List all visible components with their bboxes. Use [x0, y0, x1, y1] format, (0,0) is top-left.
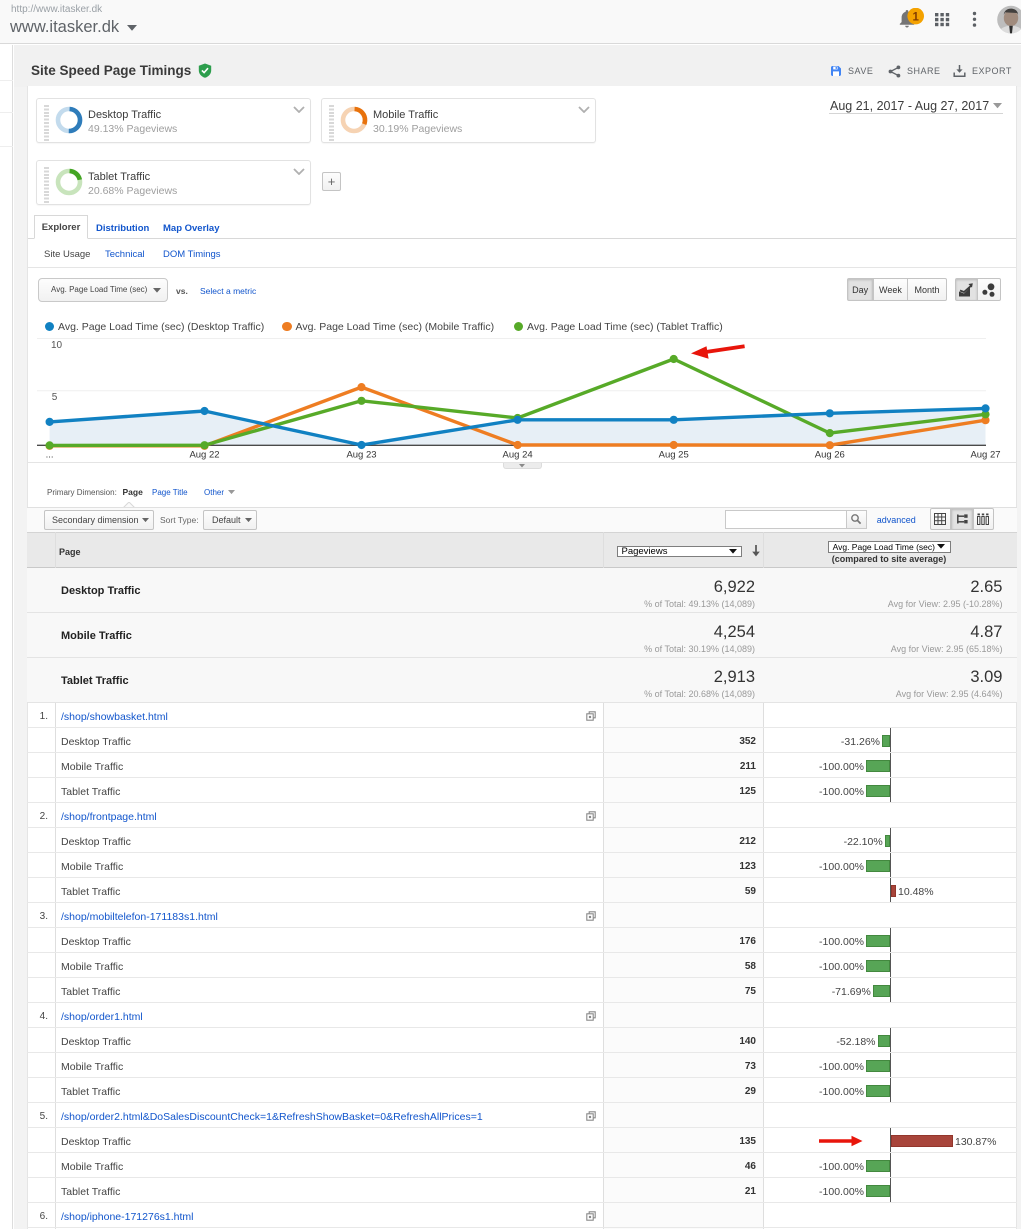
svg-text:Aug 27: Aug 27: [970, 450, 1000, 461]
svg-text:5: 5: [52, 392, 58, 403]
svg-text:1: 1: [912, 11, 919, 23]
svg-text:...: ...: [46, 450, 54, 461]
svg-text:Aug 23: Aug 23: [346, 450, 376, 461]
svg-text:Aug 24: Aug 24: [503, 450, 533, 461]
svg-text:Aug 22: Aug 22: [189, 450, 219, 461]
svg-text:10: 10: [51, 340, 63, 351]
svg-text:Aug 25: Aug 25: [659, 450, 689, 461]
svg-text:Aug 26: Aug 26: [815, 450, 845, 461]
